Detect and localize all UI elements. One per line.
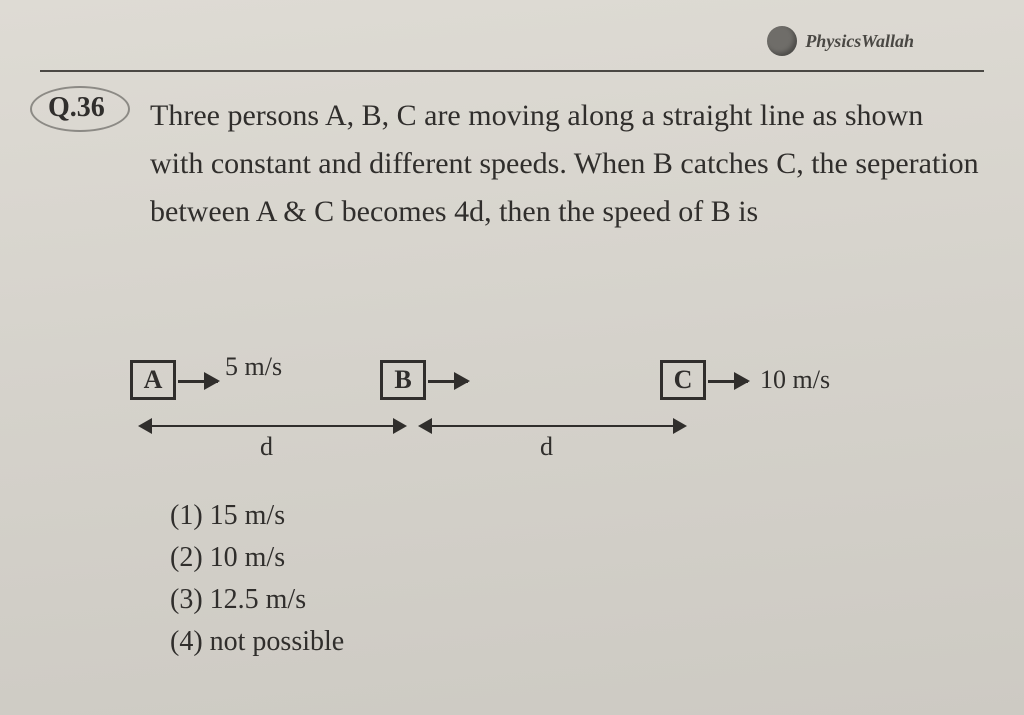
person-label: A (144, 365, 163, 395)
dimension-line-bc-icon (420, 425, 685, 427)
velocity-arrow-c-icon (708, 380, 748, 383)
brand-logo-icon (767, 26, 797, 56)
speed-label-c: 10 m/s (760, 365, 830, 395)
brand-text: PhysicsWallah (805, 31, 914, 52)
person-box-c: C (660, 360, 706, 400)
option-4: (4) not possible (170, 626, 344, 658)
person-label: C (674, 365, 693, 395)
velocity-arrow-a-icon (178, 380, 218, 383)
dimension-label-ab: d (260, 432, 273, 462)
question-block: Q.36 Three persons A, B, C are moving al… (30, 92, 984, 236)
person-box-a: A (130, 360, 176, 400)
options-list: (1) 15 m/s (2) 10 m/s (3) 12.5 m/s (4) n… (170, 500, 344, 668)
question-text: Three persons A, B, C are moving along a… (150, 92, 984, 236)
person-box-b: B (380, 360, 426, 400)
person-label: B (394, 365, 411, 395)
page: PhysicsWallah Q.36 Three persons A, B, C… (0, 0, 1024, 715)
option-1: (1) 15 m/s (170, 500, 344, 532)
brand: PhysicsWallah (767, 26, 914, 56)
dimension-label-bc: d (540, 432, 553, 462)
header: PhysicsWallah (40, 20, 984, 80)
diagram: A 5 m/s B C 10 m/s d d (120, 350, 880, 470)
option-3: (3) 12.5 m/s (170, 584, 344, 616)
speed-label-a: 5 m/s (225, 352, 282, 382)
option-2: (2) 10 m/s (170, 542, 344, 574)
question-number: Q.36 (48, 92, 105, 124)
velocity-arrow-b-icon (428, 380, 468, 383)
header-divider (40, 70, 984, 72)
dimension-line-ab-icon (140, 425, 405, 427)
